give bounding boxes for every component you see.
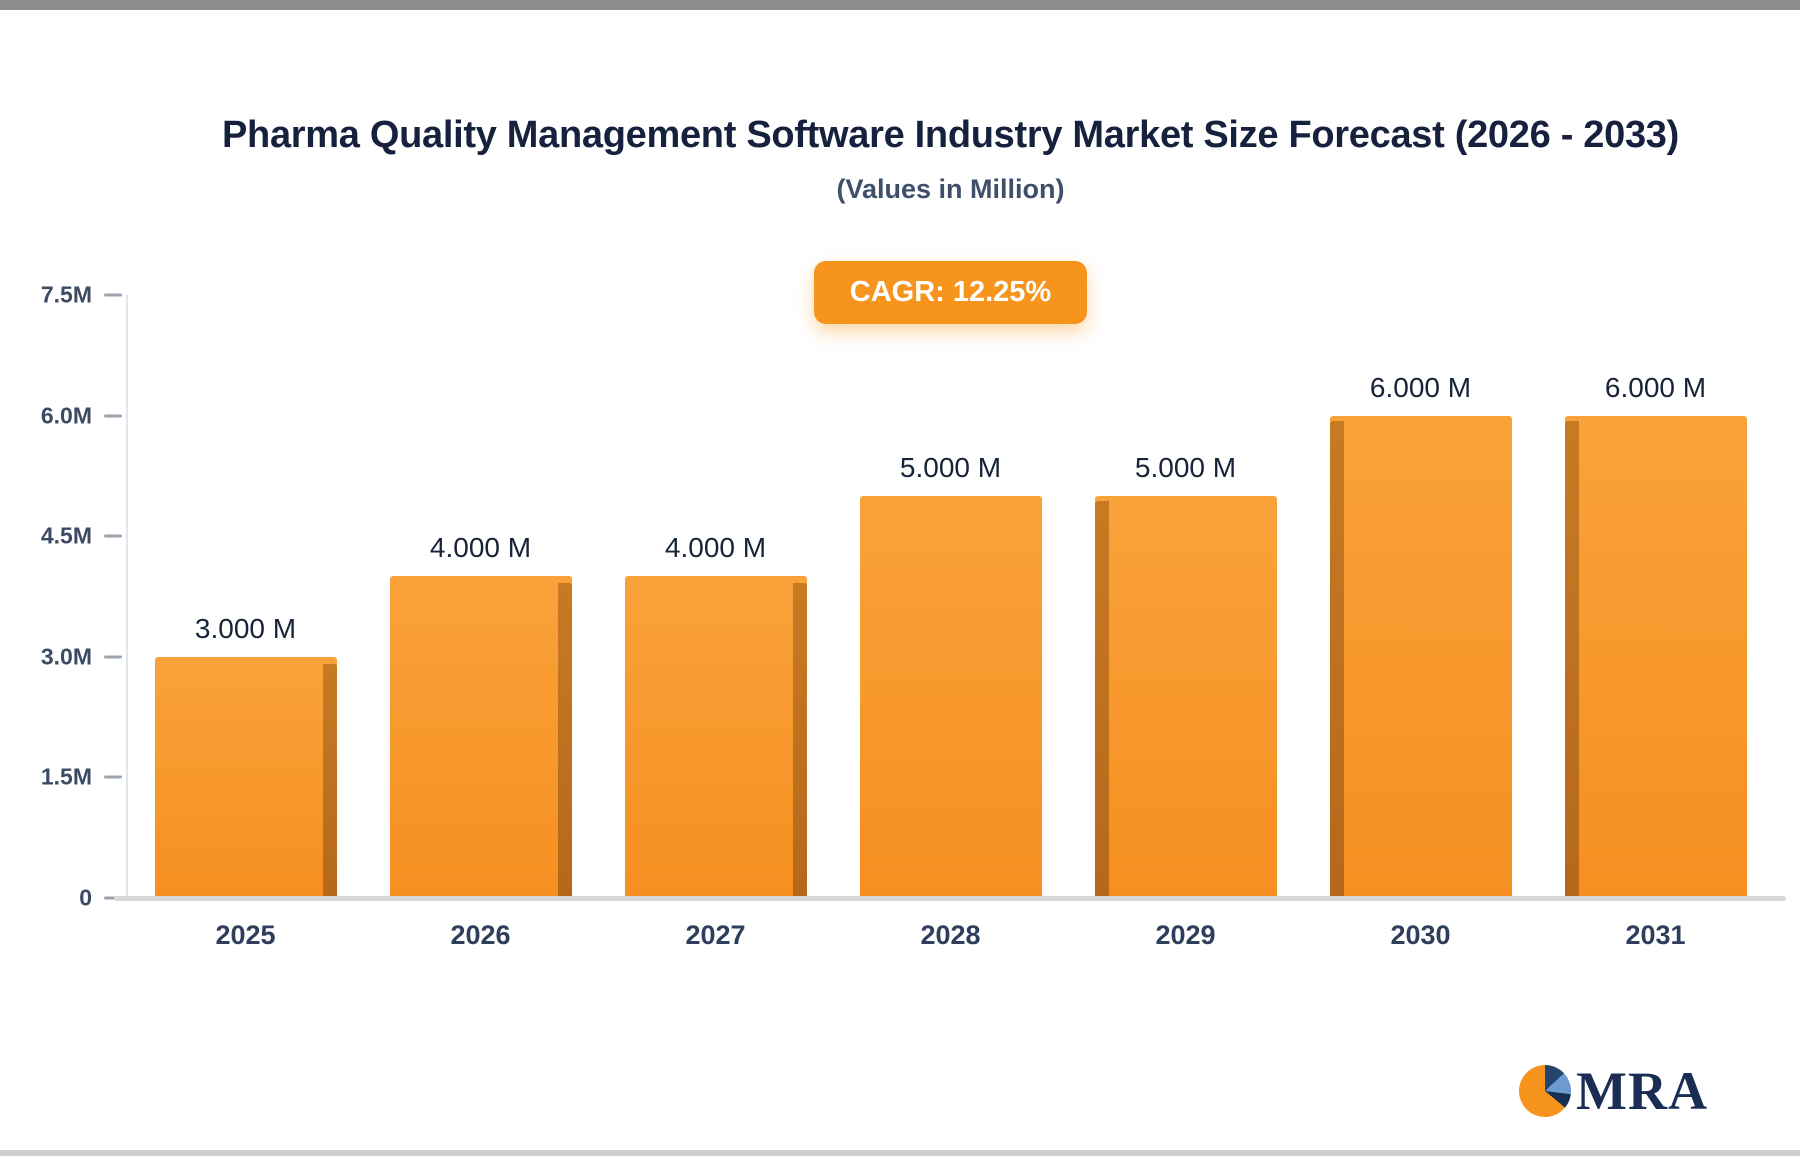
bar-value-label: 4.000 M xyxy=(429,532,532,563)
y-axis-tick: 0 xyxy=(20,885,122,912)
chart-subtitle: (Values in Million) xyxy=(836,174,1065,204)
bar-column: 3.000 M xyxy=(128,295,363,898)
bar-chart: 3.000 M 4.000 M 4.000 M 5.000 M 5.000 M 6.000… xyxy=(114,295,1786,950)
bar-column: 6.000 M xyxy=(1303,295,1538,898)
window-top-edge xyxy=(0,0,1800,10)
bar-column: 6.000 M xyxy=(1538,295,1773,898)
bar-value-label: 4.000 M xyxy=(664,532,767,563)
y-axis-tick-label: 1.5M xyxy=(40,763,92,790)
y-axis-tick: 7.5M xyxy=(20,282,122,309)
x-axis-label: 2029 xyxy=(1155,920,1216,950)
bar-column: 5.000 M xyxy=(1068,295,1303,898)
bar-2031 xyxy=(1564,416,1747,898)
y-axis-tick-label: 3.0M xyxy=(40,643,92,670)
cagr-badge-row: CAGR: 12.25% xyxy=(128,261,1773,324)
bar-value-label: 6.000 M xyxy=(1369,372,1472,403)
x-axis-label: 2027 xyxy=(685,920,746,950)
y-axis-line xyxy=(126,295,128,898)
bar-column: 5.000 M xyxy=(833,295,1068,898)
x-axis-labels: 2025 2026 2027 2028 2029 2030 2031 xyxy=(128,920,1773,951)
cagr-badge: CAGR: 12.25% xyxy=(813,261,1088,324)
y-axis-tick-mark xyxy=(104,414,122,418)
x-axis-label: 2031 xyxy=(1625,920,1686,950)
bar-2025 xyxy=(154,657,337,898)
bar-column: 4.000 M xyxy=(363,295,598,898)
bar-2027 xyxy=(624,576,807,898)
bar-2030 xyxy=(1329,416,1512,898)
bar-value-label: 5.000 M xyxy=(899,452,1002,483)
mra-logo-text: MRA xyxy=(1576,1061,1708,1121)
mra-logo-pie-icon xyxy=(1519,1065,1572,1117)
mra-logo: MRA xyxy=(1519,1064,1708,1118)
y-axis-tick: 3.0M xyxy=(20,644,122,671)
y-axis-tick-mark xyxy=(104,534,122,538)
y-axis-tick: 6.0M xyxy=(20,403,122,430)
y-axis-tick: 4.5M xyxy=(20,523,122,550)
bar-value-label: 5.000 M xyxy=(1134,452,1237,483)
window-bottom-edge xyxy=(0,1150,1800,1156)
y-axis-tick-label: 0 xyxy=(79,884,92,911)
y-axis: 7.5M 6.0M 4.5M 3.0M 1.5M 0 xyxy=(0,282,122,911)
x-axis-label: 2028 xyxy=(920,920,981,950)
bar-2026 xyxy=(389,576,572,898)
x-axis-label: 2025 xyxy=(215,920,276,950)
y-axis-tick-mark xyxy=(104,655,122,659)
bar-2029 xyxy=(1094,496,1277,898)
bar-value-label: 6.000 M xyxy=(1604,372,1707,403)
y-axis-tick-label: 4.5M xyxy=(40,522,92,549)
bar-2028 xyxy=(859,496,1042,898)
y-axis-tick-label: 6.0M xyxy=(40,402,92,429)
y-axis-tick-mark xyxy=(104,896,122,900)
bar-value-label: 3.000 M xyxy=(194,613,297,644)
x-axis-label: 2026 xyxy=(450,920,511,950)
x-axis-line xyxy=(114,896,1786,901)
y-axis-tick-mark xyxy=(104,775,122,779)
chart-title: Pharma Quality Management Software Indus… xyxy=(221,114,1679,156)
y-axis-tick-mark xyxy=(104,293,122,297)
bar-column: 4.000 M xyxy=(598,295,833,898)
x-axis-label: 2030 xyxy=(1390,920,1451,950)
plot-area: 3.000 M 4.000 M 4.000 M 5.000 M 5.000 M 6.000… xyxy=(128,295,1773,898)
y-axis-tick: 1.5M xyxy=(20,764,122,791)
y-axis-tick-label: 7.5M xyxy=(40,281,92,308)
